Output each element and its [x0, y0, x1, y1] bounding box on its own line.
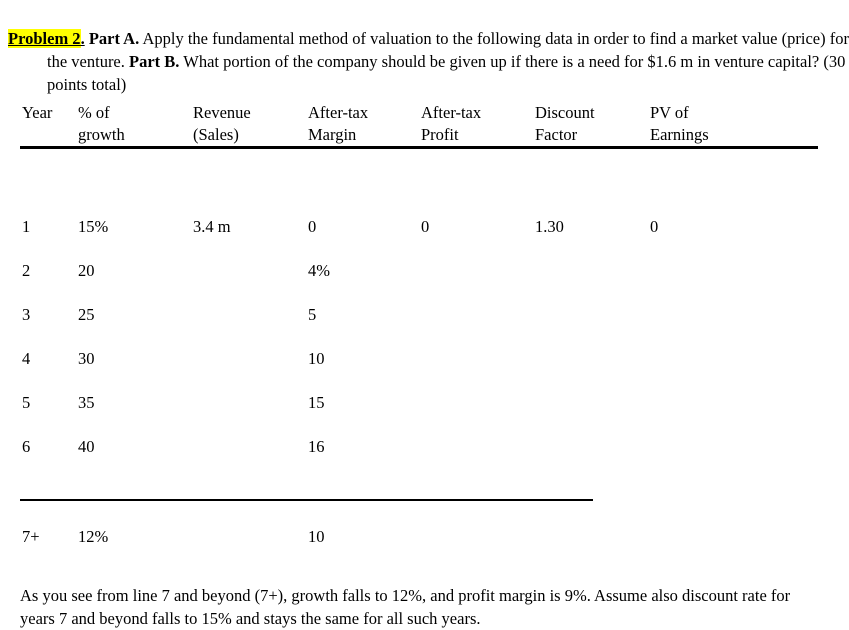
footnote-paragraph: As you see from line 7 and beyond (7+), … [20, 585, 791, 628]
cell-discount [535, 348, 650, 370]
cell-growth: 40 [78, 437, 95, 456]
header-label: Profit [421, 125, 459, 144]
cell-pv [650, 260, 810, 282]
cell-growth: 30 [78, 349, 95, 368]
cell-profit [421, 526, 535, 548]
terminal-rule [20, 499, 593, 501]
cell-year: 5 [22, 393, 31, 412]
header-cell-growth: % of growth [78, 102, 193, 146]
cell-growth: 12% [78, 527, 109, 546]
cell-discount [535, 392, 650, 414]
cell-growth: 35 [78, 393, 95, 412]
cell-revenue [193, 436, 308, 458]
cell-margin: 15 [308, 393, 325, 412]
cell-margin: 10 [308, 527, 325, 546]
table-row-terminal: 7+ 12% 10 [22, 526, 832, 548]
header-label: % of [78, 103, 110, 122]
cell-profit [421, 304, 535, 326]
cell-profit [421, 260, 535, 282]
cell-revenue [193, 392, 308, 414]
cell-growth: 25 [78, 305, 95, 324]
header-label: Discount [535, 103, 595, 122]
cell-revenue [193, 526, 308, 548]
table-row: 1 15% 3.4 m 0 0 1.30 0 [22, 216, 832, 238]
cell-profit: 0 [421, 217, 430, 236]
cell-year: 2 [22, 261, 31, 280]
header-cell-pv: PV of Earnings [650, 102, 810, 146]
part-b-text: What portion of the company should be gi… [47, 51, 846, 94]
header-cell-revenue: Revenue (Sales) [193, 102, 308, 146]
header-cell-year: Year [22, 102, 78, 146]
problem-statement: Problem 2. Part A. Apply the fundamental… [8, 27, 849, 96]
header-label: After-tax [421, 103, 482, 122]
part-b-label: Part B. [129, 51, 180, 71]
cell-pv [650, 436, 810, 458]
cell-discount [535, 304, 650, 326]
header-label: (Sales) [193, 125, 239, 144]
cell-year: 3 [22, 305, 31, 324]
table-row: 6 40 16 [22, 436, 832, 458]
cell-year: 1 [22, 217, 31, 236]
cell-growth: 20 [78, 261, 95, 280]
cell-discount [535, 260, 650, 282]
header-label: growth [78, 125, 125, 144]
cell-margin: 4% [308, 261, 330, 280]
cell-pv [650, 304, 810, 326]
table-body: 1 15% 3.4 m 0 0 1.30 0 2 20 4% 3 25 5 [22, 216, 832, 480]
cell-discount [535, 436, 650, 458]
cell-revenue [193, 348, 308, 370]
header-label: PV of [650, 103, 689, 122]
header-label: Margin [308, 125, 357, 144]
header-label: Earnings [650, 125, 709, 144]
cell-profit [421, 348, 535, 370]
cell-year: 7+ [22, 527, 40, 546]
cell-revenue: 3.4 m [193, 217, 231, 236]
cell-pv [650, 392, 810, 414]
cell-revenue [193, 260, 308, 282]
header-cell-discount: Discount Factor [535, 102, 650, 146]
cell-pv: 0 [650, 217, 659, 236]
table-row: 2 20 4% [22, 260, 832, 282]
cell-margin: 10 [308, 349, 325, 368]
header-label: Factor [535, 125, 578, 144]
header-label: Revenue [193, 103, 251, 122]
cell-discount: 1.30 [535, 217, 564, 236]
cell-growth: 15% [78, 217, 109, 236]
cell-profit [421, 436, 535, 458]
cell-profit [421, 392, 535, 414]
problem-title-period: . [80, 28, 85, 48]
problem-title: Problem 2 [8, 28, 81, 48]
cell-margin: 0 [308, 217, 317, 236]
header-label: After-tax [308, 103, 369, 122]
cell-margin: 16 [308, 437, 325, 456]
table-row: 5 35 15 [22, 392, 832, 414]
table-header: Year % of growth Revenue (Sales) After-t… [22, 102, 832, 146]
cell-revenue [193, 304, 308, 326]
header-rule [20, 146, 818, 149]
header-cell-profit: After-tax Profit [421, 102, 535, 146]
cell-discount [535, 526, 650, 548]
part-a-text: Apply the fundamental method of valuatio… [47, 28, 849, 71]
table-row: 4 30 10 [22, 348, 832, 370]
cell-margin: 5 [308, 305, 317, 324]
header-cell-margin: After-tax Margin [308, 102, 421, 146]
cell-year: 4 [22, 349, 31, 368]
cell-pv [650, 526, 810, 548]
cell-year: 6 [22, 437, 31, 456]
cell-pv [650, 348, 810, 370]
part-a-label: Part A. [88, 28, 140, 48]
table-row: 3 25 5 [22, 304, 832, 326]
header-label: Year [22, 103, 53, 122]
